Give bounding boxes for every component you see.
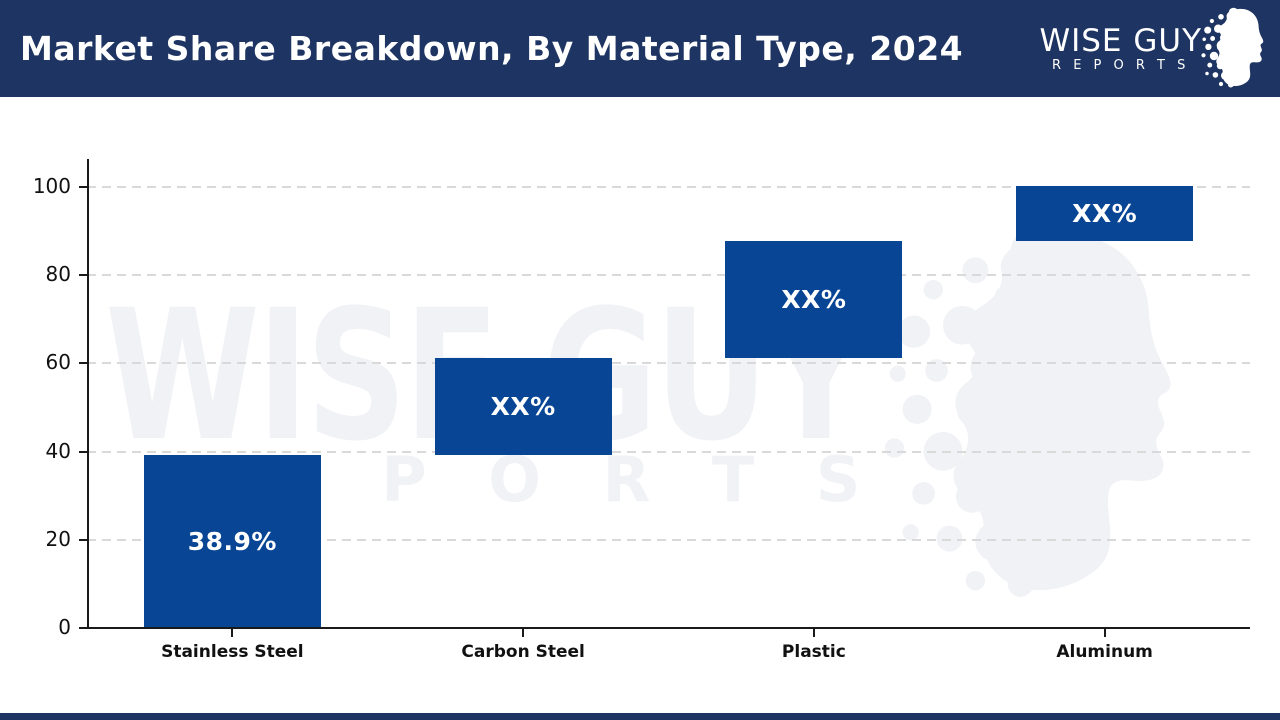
category-label-stainless-steel: Stainless Steel [161,642,304,662]
y-tick-60 [79,362,87,365]
y-tick-label-80: 80 [45,262,71,287]
y-tick-40 [79,450,87,453]
gridline-100 [87,186,1250,188]
y-tick-label-20: 20 [45,526,71,551]
logo-text: WISE GUY R E P O R T S [1039,24,1202,74]
bar-value-label-plastic: XX% [781,285,847,315]
bar-value-label-carbon-steel: XX% [490,392,556,422]
x-tick-stainless-steel [231,629,234,637]
gridline-80 [87,274,1250,277]
bar-value-label-aluminum: XX% [1072,199,1138,229]
x-tick-carbon-steel [522,629,525,637]
y-axis-line [87,159,89,629]
footer-bar [0,713,1280,720]
category-label-aluminum: Aluminum [1056,642,1153,662]
y-tick-label-40: 40 [45,438,71,463]
header-banner: Market Share Breakdown, By Material Type… [0,0,1280,97]
wise-guy-reports-logo: WISE GUY R E P O R T S [1039,4,1272,94]
bar-plastic: XX% [725,241,903,358]
y-tick-label-100: 100 [32,174,71,198]
x-tick-plastic [812,629,815,637]
chart-plot-area: WISE GUY R E P O R T S 0 20 40 60 80 100 38.9%… [0,97,1280,713]
logo-name-text: WISE GUY [1039,23,1202,60]
y-tick-80 [79,274,87,277]
y-tick-100 [79,186,87,188]
y-tick-20 [79,538,87,541]
gridline-60 [87,362,1250,365]
watermark-head-profile-icon [884,228,1171,597]
x-axis-line [87,627,1250,629]
bar-carbon-steel: XX% [434,357,612,456]
head-profile-icon [1201,7,1264,88]
logo-reports-text: R E P O R T S [1052,58,1190,74]
gridline-20 [87,538,1250,541]
x-tick-aluminum [1103,629,1106,637]
y-tick-label-60: 60 [45,350,71,375]
bar-stainless-steel: 38.9% [143,455,321,627]
category-label-carbon-steel: Carbon Steel [461,642,585,662]
y-tick-label-0: 0 [58,615,71,639]
page-title: Market Share Breakdown, By Material Type… [20,29,964,68]
category-label-plastic: Plastic [781,642,846,662]
gridline-40 [87,450,1250,453]
bar-aluminum: XX% [1016,186,1194,242]
y-tick-0 [79,627,87,629]
bar-value-label-stainless-steel: 38.9% [187,526,277,556]
